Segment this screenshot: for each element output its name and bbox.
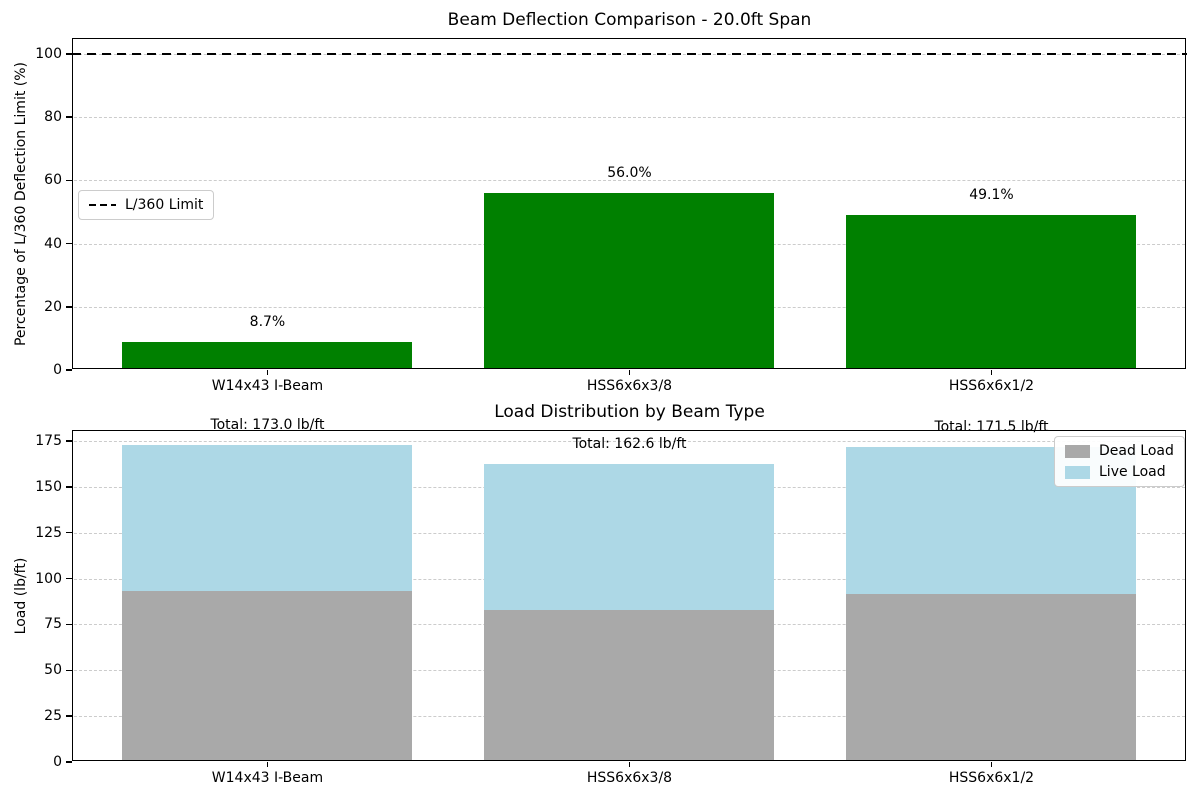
deflection-xtick-label: HSS6x6x1/2 <box>948 378 1035 394</box>
deflection-ytick-mark <box>66 179 72 182</box>
load-xtick-label: HSS6x6x1/2 <box>948 770 1035 786</box>
load-bar-0-seg-0 <box>122 591 413 761</box>
load-ytick-mark <box>66 669 72 672</box>
load-chart-title: Load Distribution by Beam Type <box>494 402 765 422</box>
deflection-ytick-mark <box>66 369 72 371</box>
load-ytick-label: 175 <box>35 433 62 449</box>
deflection-xtick-mark <box>628 370 631 375</box>
load-ytick-mark <box>66 623 72 626</box>
load-ytick-label: 125 <box>35 524 62 541</box>
deflection-ytick-mark <box>66 53 72 55</box>
deflection-gridline-80 <box>74 117 1185 119</box>
load-ytick-label: 0 <box>53 754 62 770</box>
deflection-ytick-label: 0 <box>53 362 62 378</box>
load-bar-0-seg-1 <box>122 444 413 592</box>
deflection-bar-1 <box>484 192 775 369</box>
deflection-bar-value-label: 56.0% <box>607 164 652 181</box>
load-xtick-label: HSS6x6x3/8 <box>586 770 673 786</box>
load-gridline-175 <box>74 441 1185 442</box>
load-ytick-label: 50 <box>44 662 62 679</box>
deflection-chart-title: Beam Deflection Comparison - 20.0ft Span <box>447 10 812 30</box>
deflection-ytick-label: 20 <box>44 298 62 315</box>
load-legend-item-0: Dead Load <box>1065 442 1174 460</box>
deflection-ytick-mark <box>66 242 72 245</box>
load-ytick-label: 150 <box>35 478 62 495</box>
load-ytick-label: 25 <box>44 708 62 725</box>
load-ytick-mark <box>66 715 72 717</box>
deflection-bar-0 <box>122 342 413 369</box>
load-xtick-label: W14x43 I-Beam <box>211 770 324 786</box>
dashed-line-swatch-icon <box>89 203 116 207</box>
load-ytick-mark <box>66 577 72 580</box>
load-total-label: Total: 173.0 lb/ft <box>210 416 325 433</box>
deflection-ytick-label: 100 <box>35 45 62 62</box>
live-load-swatch-icon <box>1065 465 1090 479</box>
deflection-xtick-label: HSS6x6x3/8 <box>586 378 673 394</box>
load-ytick-mark <box>66 486 72 488</box>
deflection-ytick-mark <box>66 116 72 118</box>
load-legend-label: Dead Load <box>1099 443 1174 459</box>
deflection-legend: L/360 Limit <box>78 190 215 220</box>
load-ytick-label: 100 <box>35 570 62 587</box>
deflection-legend-label: L/360 Limit <box>125 197 204 213</box>
load-ytick-mark <box>66 440 72 442</box>
deflection-y-axis-label: Percentage of L/360 Deflection Limit (%) <box>13 62 29 347</box>
load-total-label: Total: 171.5 lb/ft <box>934 419 1049 436</box>
load-total-label: Total: 162.6 lb/ft <box>572 435 687 452</box>
dead-load-swatch-icon <box>1065 444 1090 458</box>
load-legend-label: Live Load <box>1099 464 1166 480</box>
deflection-ytick-mark <box>66 306 72 308</box>
load-legend: Dead Load Live Load <box>1054 436 1185 487</box>
deflection-bar-value-label: 49.1% <box>969 186 1014 203</box>
load-xtick-mark <box>266 762 269 767</box>
deflection-xtick-label: W14x43 I-Beam <box>211 378 324 394</box>
deflection-legend-item-0: L/360 Limit <box>89 196 203 214</box>
deflection-limit-line <box>72 52 1187 55</box>
deflection-ytick-label: 60 <box>44 172 62 189</box>
load-legend-item-1: Live Load <box>1065 463 1174 481</box>
load-ytick-mark <box>66 761 72 763</box>
load-xtick-mark <box>628 762 631 767</box>
deflection-xtick-mark <box>266 370 269 375</box>
load-xtick-mark <box>990 762 993 767</box>
load-ytick-mark <box>66 531 72 534</box>
deflection-xtick-mark <box>990 370 993 375</box>
deflection-bar-value-label: 8.7% <box>249 314 286 331</box>
load-ytick-label: 75 <box>44 616 62 633</box>
deflection-ytick-label: 80 <box>44 109 62 126</box>
deflection-gridline-60 <box>74 180 1185 182</box>
load-bar-1-seg-1 <box>484 463 775 611</box>
deflection-ytick-label: 40 <box>44 235 62 252</box>
load-bar-2-seg-0 <box>846 594 1137 761</box>
load-bar-1-seg-0 <box>484 610 775 761</box>
deflection-bar-2 <box>846 214 1137 369</box>
